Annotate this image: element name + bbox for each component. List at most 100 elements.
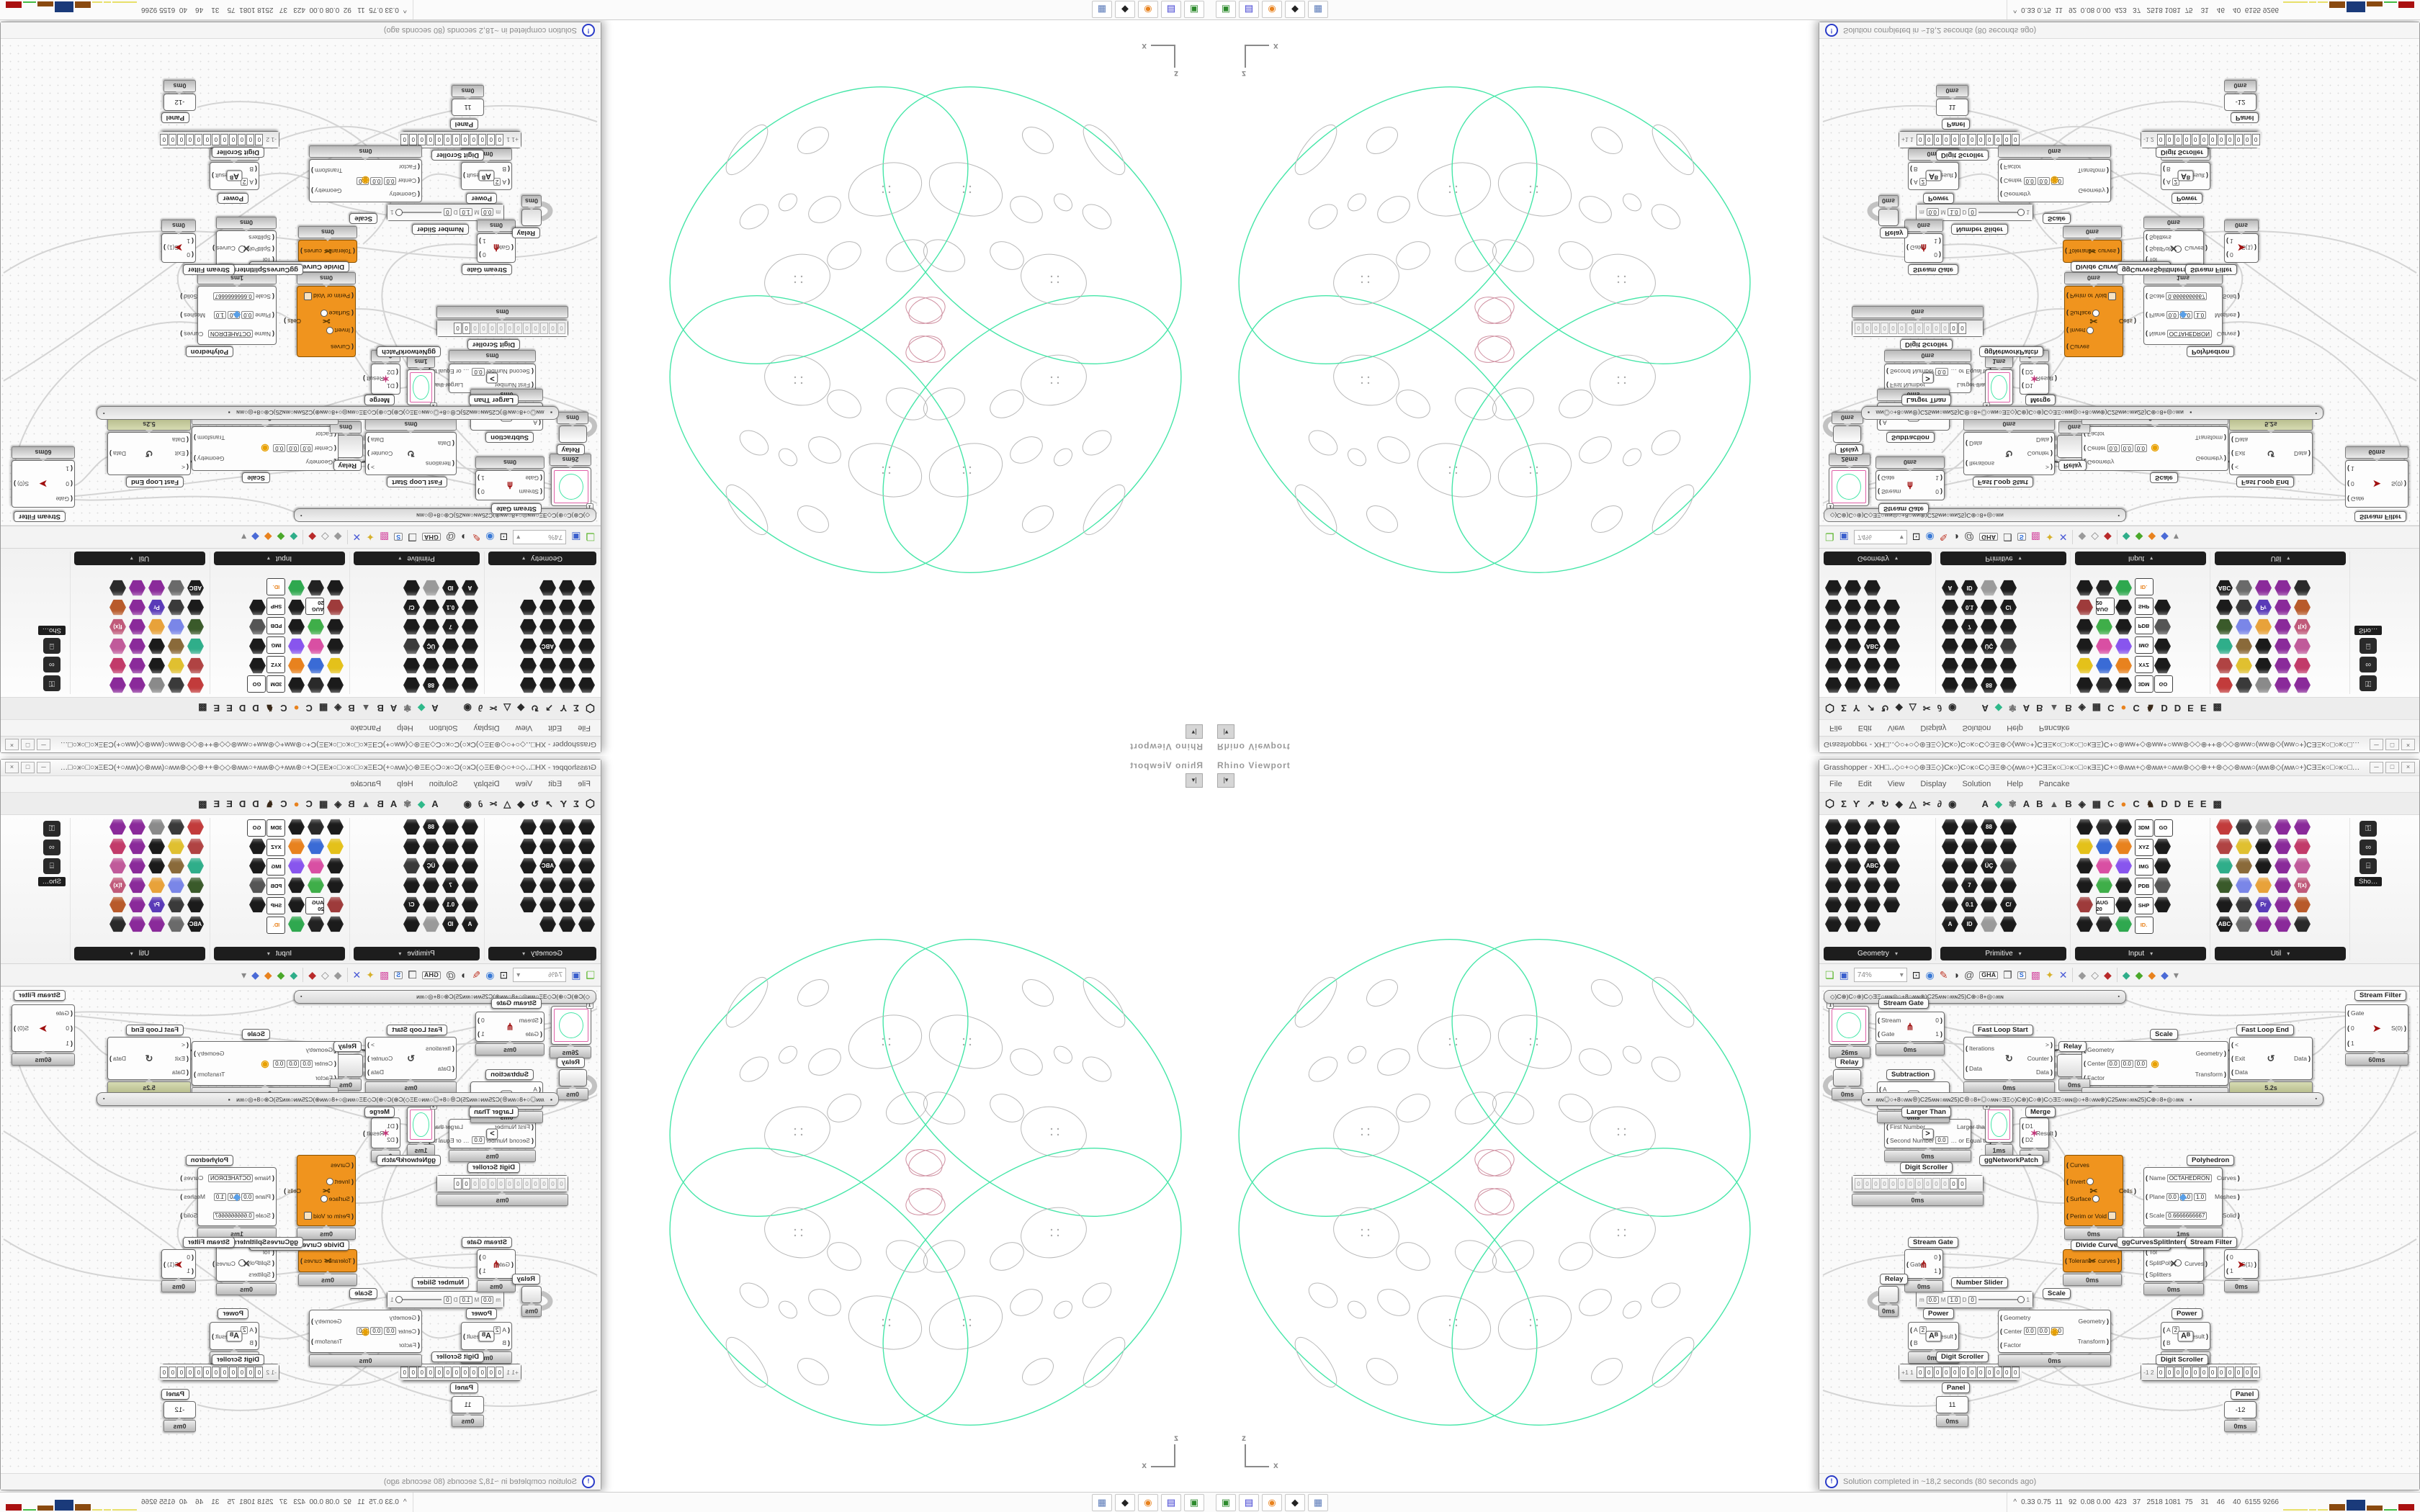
component-icon[interactable]: 7 xyxy=(1961,877,1978,894)
gh-node-white[interactable]: (D1(D2 Result) ✶ xyxy=(2020,1117,2057,1148)
gh-tab-25[interactable]: E xyxy=(226,703,233,714)
scroller-digit[interactable]: 0 xyxy=(2182,134,2191,145)
component-icon[interactable] xyxy=(2254,618,2272,635)
component-icon[interactable] xyxy=(403,916,421,932)
rhino-viewport[interactable]: Rhino Viewport |▾ z x xyxy=(0,19,1210,756)
component-icon[interactable]: f(x) xyxy=(109,618,127,635)
component-icon[interactable] xyxy=(2215,677,2233,693)
output-port[interactable]: Data) xyxy=(367,436,393,444)
scroller-digit[interactable]: 0 xyxy=(454,1178,462,1189)
gh-node-slider[interactable]: m 0.0 M 1.0 D 0 1 xyxy=(387,204,504,221)
component-icon[interactable]: ⚿ xyxy=(2360,675,2378,691)
scroller-digit[interactable]: 0 xyxy=(1959,1367,1968,1378)
output-port[interactable]: Geometry) xyxy=(2078,1318,2109,1325)
component-icon[interactable] xyxy=(1980,580,1998,596)
component-icon[interactable] xyxy=(403,657,421,674)
toolbar-icon-6[interactable]: ◑ xyxy=(461,969,467,981)
output-port[interactable]: Curves) xyxy=(180,330,205,338)
gh-node-label[interactable]: Digit Scroller xyxy=(431,1351,484,1362)
scroller-digit[interactable]: 0 xyxy=(2174,1367,2182,1378)
component-icon[interactable]: ⌸ xyxy=(42,638,60,654)
panel-footer-primitive[interactable]: Primitive ▾ xyxy=(354,947,480,960)
toolbar-icon-0[interactable]: ❏ xyxy=(1825,531,1834,543)
component-icon[interactable]: IMG xyxy=(2134,858,2154,876)
output-port[interactable]: Solid) xyxy=(2215,293,2240,300)
component-icon[interactable] xyxy=(2154,838,2171,855)
scroller-digit[interactable]: 0 xyxy=(462,1178,470,1189)
toolbar-icon-16[interactable]: ◇ xyxy=(2091,969,2099,981)
component-icon[interactable] xyxy=(519,819,537,835)
taskbar-app-icon-3[interactable]: ◆ xyxy=(1115,1,1135,19)
input-port[interactable]: (Factor xyxy=(273,431,336,438)
gh-tab-21[interactable]: C xyxy=(2133,703,2140,714)
input-port[interactable]: (Scale 0.6666666667 xyxy=(2146,292,2212,301)
gh-tab-20[interactable]: ● xyxy=(293,798,300,809)
gh-tab-5[interactable]: ◆ xyxy=(517,798,525,809)
gh-node-label[interactable]: Larger Than xyxy=(469,395,519,405)
toolbar-icon-10[interactable]: S xyxy=(2017,971,2026,979)
output-port[interactable]: S(0)) xyxy=(2391,480,2406,487)
gh-tab-25[interactable]: E xyxy=(2187,703,2194,714)
gh-node-white[interactable]: (<(Exit(Data Data) ↺ xyxy=(107,432,191,475)
component-icon[interactable]: C/ xyxy=(2000,896,2017,913)
toolbar-icon-19[interactable]: ◆ xyxy=(2122,531,2130,543)
tray-chevron-icon[interactable]: ^ xyxy=(403,1498,407,1506)
component-icon[interactable]: C/ xyxy=(403,599,421,616)
menu-file[interactable]: File xyxy=(578,780,591,788)
canvas-group-bar-0[interactable]: ◇)C⊕)C○⊕)C◇ƎΞ○ʍɴ◎○+8○ʍɴ⊕)C25ʍɴ○ʍɴ25)C⊕○8… xyxy=(1824,508,2126,522)
toggle-port[interactable] xyxy=(2092,1194,2100,1202)
canvas-group-bar-0[interactable]: ◇)C⊕)C○⊕)C◇ƎΞ○ʍɴ◎○+8○ʍɴ⊕)C25ʍɴ○ʍɴ25)C⊕○8… xyxy=(1824,990,2126,1004)
component-icon[interactable] xyxy=(2254,677,2272,693)
component-icon[interactable]: Pr xyxy=(148,599,166,616)
panel-footer-primitive[interactable]: Primitive ▾ xyxy=(1940,552,2066,565)
scroller-digit[interactable]: 0 xyxy=(487,1367,496,1378)
toolbar-icon-12[interactable]: ✦ xyxy=(2045,969,2054,981)
input-port[interactable]: (Invert xyxy=(2066,1178,2116,1186)
gh-node-label[interactable]: Stream Filter xyxy=(13,990,66,1001)
gh-node-white[interactable]: (Stream(Gate 0) 1) ⋔ xyxy=(475,470,544,500)
component-icon[interactable] xyxy=(326,618,344,635)
component-icon[interactable] xyxy=(307,838,325,855)
gh-node-label[interactable]: Fast Loop Start xyxy=(387,477,447,487)
gh-tab-14[interactable]: B xyxy=(2036,798,2043,809)
sho-tag[interactable]: Sho… xyxy=(37,626,66,635)
gh-node-label[interactable]: Panel xyxy=(161,112,189,123)
gh-node-label[interactable]: Larger Than xyxy=(469,1107,519,1117)
input-port[interactable]: (Splitters xyxy=(238,234,274,241)
gh-node-label[interactable]: Polyhedron xyxy=(185,1155,233,1166)
component-icon[interactable] xyxy=(2254,638,2272,654)
gh-tab-24[interactable]: D xyxy=(238,798,246,809)
gh-node-label[interactable]: Number Slider xyxy=(1951,1277,2008,1288)
component-icon[interactable] xyxy=(1845,858,1861,874)
component-icon[interactable] xyxy=(2115,599,2133,616)
gh-node-label[interactable]: Larger Than xyxy=(1901,395,1951,405)
menu-display[interactable]: Display xyxy=(1920,724,1947,732)
component-icon[interactable] xyxy=(539,677,557,693)
component-icon[interactable] xyxy=(422,618,440,635)
output-port[interactable]: 1) xyxy=(1934,238,1941,245)
output-port[interactable]: 0) xyxy=(1935,489,1942,496)
component-icon[interactable]: AUG 20 xyxy=(305,896,325,914)
scroller-digit[interactable]: 0 xyxy=(1855,323,1863,334)
node-canvas[interactable]: ◇)C⊕)C○⊕)C◇ƎΞ○ʍɴ◎○+8○ʍɴ⊕)C25ʍɴ○ʍɴ25)C⊕○8… xyxy=(1819,39,2419,526)
gh-tab-23[interactable]: D xyxy=(2161,703,2168,714)
input-port[interactable]: (B xyxy=(241,1339,257,1346)
gh-tab-18[interactable]: ▦ xyxy=(2092,798,2102,809)
component-icon[interactable] xyxy=(578,896,596,913)
menu-file[interactable]: File xyxy=(1829,780,1842,788)
component-icon[interactable] xyxy=(1980,657,1998,674)
gh-node-label[interactable]: Number Slider xyxy=(412,1277,469,1288)
gh-node-orange[interactable]: (Curves(Invert(Surface(Perim or Void Cell… xyxy=(2064,1155,2136,1226)
input-port[interactable]: (Stream xyxy=(519,1017,542,1024)
output-port[interactable]: 1) xyxy=(478,1030,485,1038)
taskbar-app-icon-2[interactable]: ◉ xyxy=(1262,1,1282,19)
component-icon[interactable] xyxy=(2236,838,2252,855)
gh-node-thumb[interactable]: 1 xyxy=(1827,1001,1869,1045)
gh-node-label[interactable]: Stream Gate xyxy=(491,503,542,514)
gh-tab-6[interactable]: △ xyxy=(503,798,511,809)
scroller-digit[interactable]: 0 xyxy=(1942,1367,1950,1378)
gh-tab-11[interactable]: ◆ xyxy=(1994,798,2002,809)
component-icon[interactable] xyxy=(148,657,166,674)
number-slider-body[interactable]: m 0.0 M 1.0 D 0 1 xyxy=(1917,204,2033,220)
